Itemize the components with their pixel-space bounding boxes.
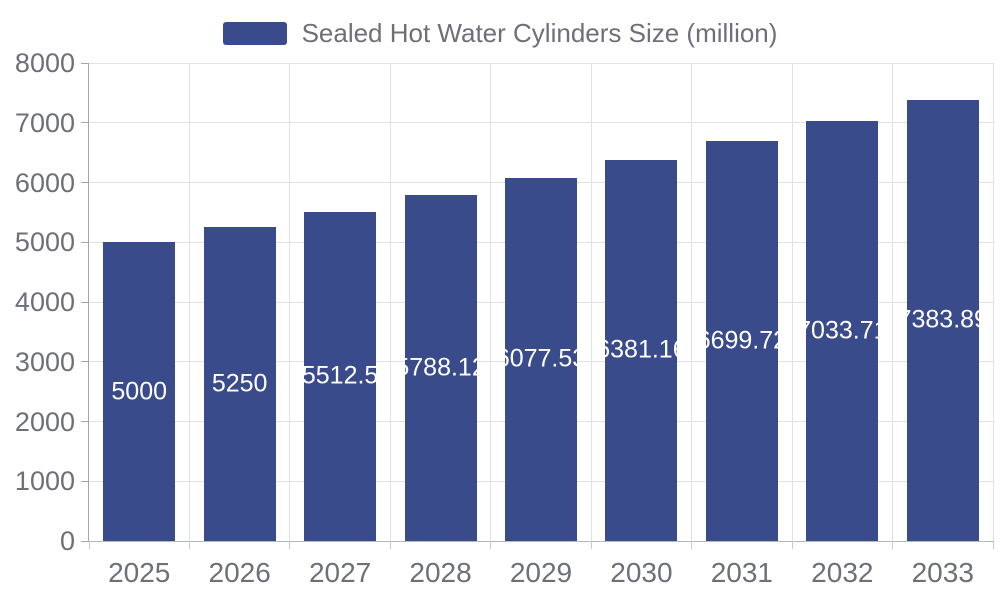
bar-2031: 6699.72	[705, 140, 778, 541]
chart-legend[interactable]: Sealed Hot Water Cylinders Size (million…	[0, 18, 1000, 48]
x-tick-label-2027: 2027	[308, 557, 372, 588]
x-tick-label-2032: 2032	[811, 557, 874, 588]
gridline-horizontal	[89, 62, 993, 64]
bar-value-label: 5512.5	[304, 361, 377, 390]
y-tick-label: 0	[59, 526, 75, 556]
x-axis-tick	[791, 541, 793, 549]
bar-2029: 6077.53	[505, 177, 577, 541]
x-axis-tick	[992, 541, 994, 549]
y-axis-tick	[81, 241, 89, 243]
bar-2027: 5512.5	[304, 211, 377, 541]
bar-value-label: 6381.16	[605, 335, 677, 364]
x-axis-tick	[490, 541, 492, 549]
bar-2026: 5250	[203, 227, 276, 541]
gridline-vertical	[188, 63, 190, 541]
bar-2033: 7383.89	[906, 99, 979, 541]
legend-swatch	[222, 21, 287, 45]
x-tick-label-2026: 2026	[208, 557, 271, 588]
y-axis-tick	[81, 122, 89, 124]
bar-2032: 7033.71	[806, 120, 879, 541]
bar-2028: 5788.12	[404, 195, 477, 541]
bar-value-label: 6077.53	[505, 344, 577, 373]
gridline-vertical	[389, 63, 391, 541]
y-axis-tick	[81, 421, 89, 422]
gridline-vertical	[590, 63, 592, 541]
y-tick-label: 7000	[14, 107, 75, 138]
gridline-vertical	[992, 63, 994, 541]
gridline-vertical	[892, 63, 894, 541]
x-axis-tick	[590, 541, 592, 549]
bar-value-label: 6699.72	[706, 326, 778, 355]
x-tick-label-2025: 2025	[108, 557, 171, 588]
y-axis-tick	[81, 540, 89, 542]
y-axis-tick	[81, 182, 89, 183]
y-tick-label: 6000	[14, 167, 75, 198]
x-axis-tick	[691, 541, 693, 549]
bar-2025: 5000	[103, 242, 176, 541]
y-tick-label: 3000	[14, 346, 75, 377]
x-tick-label-2033: 2033	[911, 557, 974, 588]
x-tick-label-2030: 2030	[610, 557, 673, 588]
bar-value-label: 5000	[111, 377, 168, 406]
x-axis-tick	[88, 541, 90, 549]
y-tick-label: 4000	[14, 287, 75, 317]
y-axis-tick	[81, 480, 89, 482]
x-tick-label-2028: 2028	[409, 557, 472, 588]
legend-label: Sealed Hot Water Cylinders Size (million…	[301, 17, 778, 48]
x-axis-tick	[188, 541, 190, 549]
x-axis-tick	[892, 541, 894, 549]
gridline-horizontal	[89, 122, 993, 124]
bar-2030: 6381.16	[605, 159, 678, 541]
y-tick-label: 5000	[14, 227, 75, 258]
x-tick-label-2029: 2029	[509, 557, 573, 588]
gridline-vertical	[691, 63, 693, 541]
gridline-vertical	[791, 63, 793, 541]
bar-value-label: 5250	[211, 369, 268, 398]
y-tick-label: 1000	[14, 466, 75, 497]
gridline-vertical	[490, 63, 492, 541]
x-axis-tick	[289, 541, 291, 549]
bar-value-label: 7383.89	[907, 305, 979, 334]
y-tick-label: 8000	[14, 48, 75, 78]
x-tick-label-2031: 2031	[710, 557, 774, 588]
x-axis-tick	[389, 541, 391, 549]
gridline-vertical	[289, 63, 291, 541]
bar-value-label: 5788.12	[405, 353, 477, 382]
y-axis-tick	[81, 301, 89, 303]
bar-value-label: 7033.71	[806, 316, 878, 345]
y-axis-tick	[81, 361, 89, 363]
plot-area: 0 1000 2000 3000 4000 5000 6000 7000 8000 5000 202…	[15, 49, 994, 588]
y-axis-tick	[81, 62, 89, 64]
y-tick-label: 2000	[14, 406, 75, 437]
